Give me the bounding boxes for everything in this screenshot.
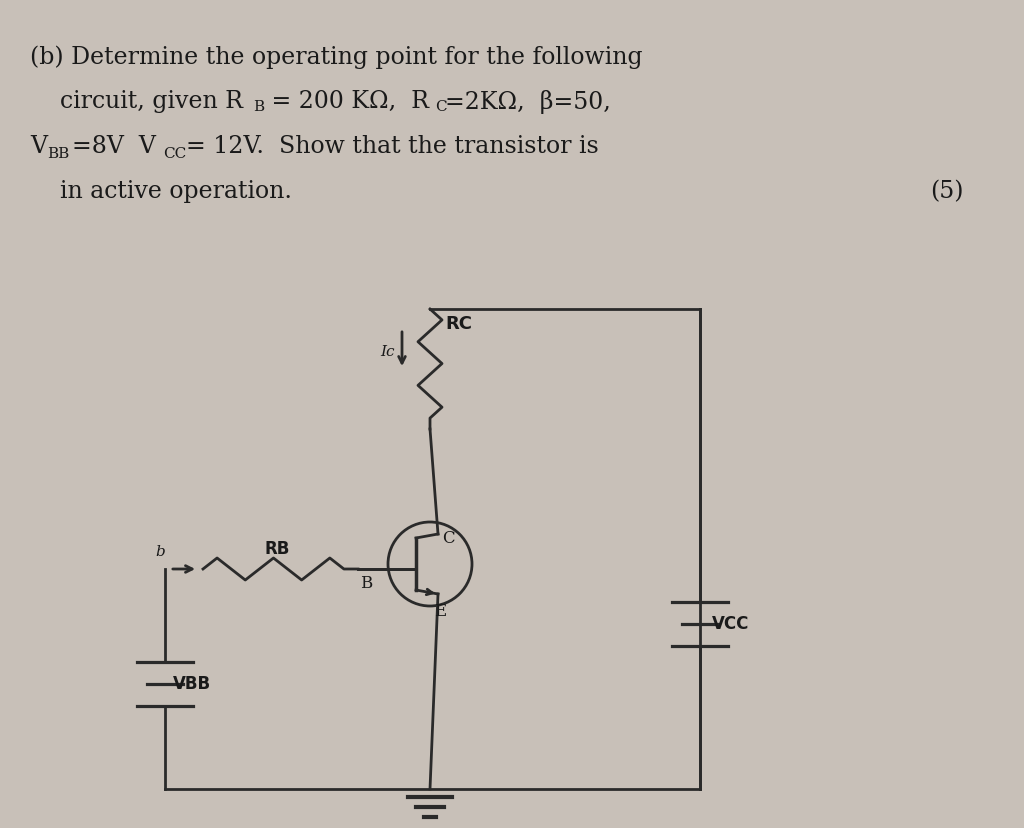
Text: circuit, given R: circuit, given R	[60, 90, 243, 113]
Text: E: E	[434, 602, 446, 619]
Text: CC: CC	[163, 147, 186, 161]
Text: (5): (5)	[930, 180, 964, 203]
Text: V: V	[30, 135, 47, 158]
Text: = 200 KΩ,  R: = 200 KΩ, R	[264, 90, 429, 113]
Text: BB: BB	[47, 147, 70, 161]
Text: (b) Determine the operating point for the following: (b) Determine the operating point for th…	[30, 45, 643, 69]
Text: B: B	[360, 575, 373, 591]
Text: RB: RB	[265, 539, 291, 557]
Text: VCC: VCC	[712, 614, 750, 633]
Text: C: C	[442, 529, 455, 546]
Text: =8V  V: =8V V	[72, 135, 156, 158]
Text: Ic: Ic	[380, 344, 394, 359]
Text: b: b	[156, 544, 165, 558]
Text: VBB: VBB	[173, 674, 211, 692]
Text: = 12V.  Show that the transistor is: = 12V. Show that the transistor is	[186, 135, 599, 158]
Text: RC: RC	[445, 315, 472, 333]
Text: =2KΩ,  β=50,: =2KΩ, β=50,	[445, 90, 611, 114]
Text: in active operation.: in active operation.	[60, 180, 292, 203]
Text: C: C	[435, 100, 446, 114]
Text: B: B	[253, 100, 264, 114]
